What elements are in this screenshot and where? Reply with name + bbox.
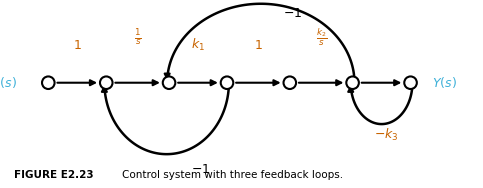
Text: $-1$: $-1$ (283, 7, 302, 20)
Text: FIGURE E2.23: FIGURE E2.23 (14, 171, 94, 180)
Text: $k_1$: $k_1$ (191, 37, 205, 53)
Text: $-k_3$: $-k_3$ (374, 127, 398, 143)
Ellipse shape (163, 77, 175, 89)
Text: $Y(s)$: $Y(s)$ (432, 75, 457, 90)
Ellipse shape (284, 77, 296, 89)
Text: $\frac{k_2}{s}$: $\frac{k_2}{s}$ (315, 27, 327, 48)
Ellipse shape (221, 77, 233, 89)
Text: $-1$: $-1$ (191, 163, 210, 176)
Ellipse shape (346, 77, 359, 89)
Ellipse shape (100, 77, 113, 89)
Ellipse shape (404, 77, 417, 89)
Text: Control system with three feedback loops.: Control system with three feedback loops… (109, 171, 343, 180)
Text: $R(s)$: $R(s)$ (0, 75, 17, 90)
Text: 1: 1 (73, 39, 81, 52)
Ellipse shape (42, 77, 55, 89)
Text: 1: 1 (255, 39, 262, 52)
Text: $\frac{1}{s}$: $\frac{1}{s}$ (134, 27, 142, 48)
